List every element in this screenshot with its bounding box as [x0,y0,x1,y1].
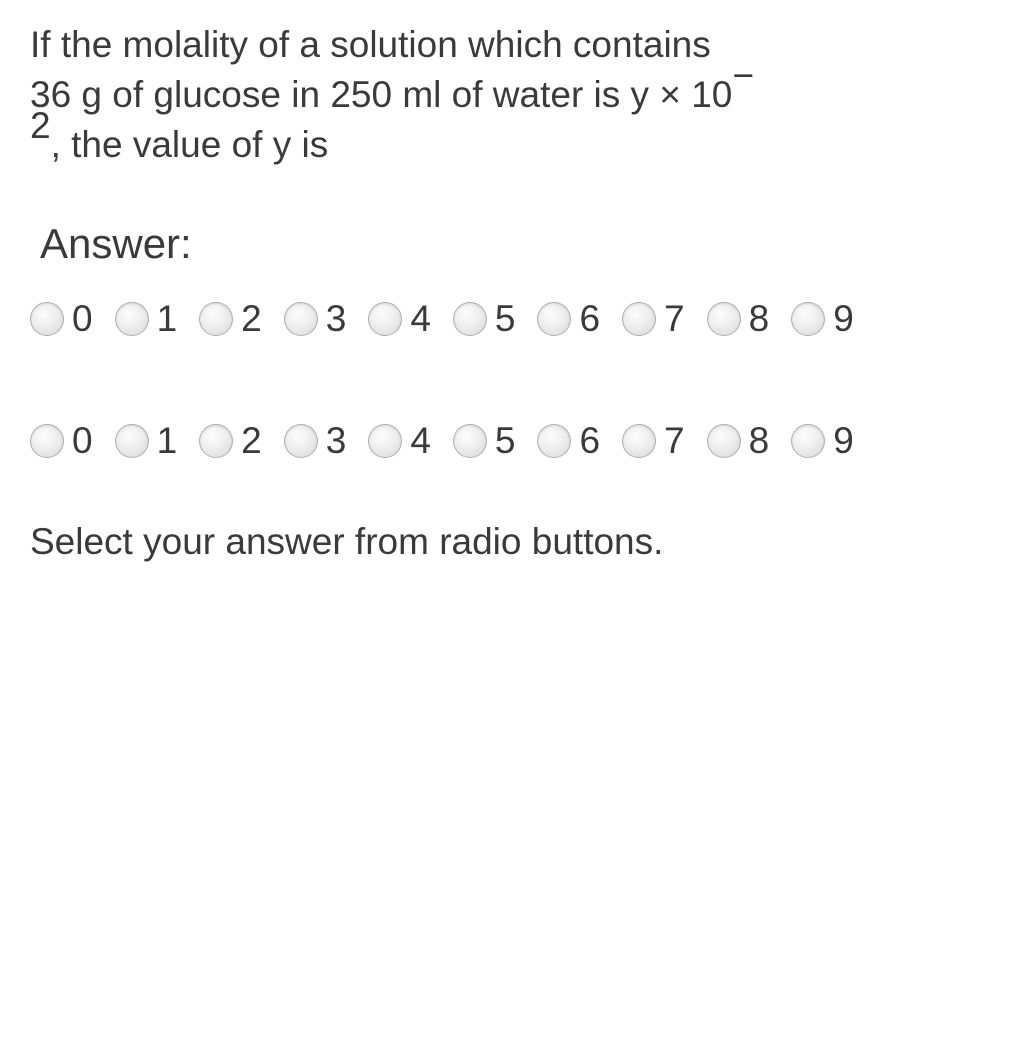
radio-group-2: 0 1 2 3 4 5 6 7 8 9 [30,420,994,482]
radio-circle-icon[interactable] [537,302,571,336]
radio-circle-icon[interactable] [453,424,487,458]
radio-label: 7 [664,298,685,340]
radio-label: 8 [749,298,770,340]
question-text: If the molality of a solution which cont… [30,20,994,170]
radio-option[interactable]: 1 [115,298,178,340]
radio-circle-icon[interactable] [284,302,318,336]
radio-option[interactable]: 7 [622,298,685,340]
radio-circle-icon[interactable] [30,424,64,458]
radio-circle-icon[interactable] [30,302,64,336]
radio-option[interactable]: 4 [368,420,431,462]
radio-option[interactable]: 8 [707,420,770,462]
radio-option[interactable]: 2 [199,298,262,340]
radio-circle-icon[interactable] [368,424,402,458]
radio-circle-icon[interactable] [199,302,233,336]
instruction-text: Select your answer from radio buttons. [30,517,994,567]
radio-label: 1 [157,420,178,462]
radio-option[interactable]: 3 [284,298,347,340]
radio-label: 6 [579,298,600,340]
radio-label: 6 [579,420,600,462]
radio-label: 9 [833,298,854,340]
radio-label: 5 [495,298,516,340]
radio-option[interactable]: 6 [537,298,600,340]
radio-circle-icon[interactable] [284,424,318,458]
radio-circle-icon[interactable] [199,424,233,458]
radio-option[interactable]: 3 [284,420,347,462]
radio-label: 8 [749,420,770,462]
radio-circle-icon[interactable] [368,302,402,336]
radio-label: 2 [241,298,262,340]
radio-option[interactable]: 7 [622,420,685,462]
radio-option[interactable]: 6 [537,420,600,462]
radio-circle-icon[interactable] [115,302,149,336]
radio-option[interactable]: 5 [453,420,516,462]
radio-label: 9 [833,420,854,462]
radio-label: 4 [410,420,431,462]
question-line3-part1: 2 [30,105,51,146]
radio-option[interactable]: 9 [791,420,854,462]
radio-circle-icon[interactable] [622,424,656,458]
question-exponent: − [732,55,754,96]
question-line3-part2: , the value of y is [51,124,329,165]
radio-option[interactable]: 5 [453,298,516,340]
radio-label: 3 [326,298,347,340]
radio-label: 4 [410,298,431,340]
question-line1: If the molality of a solution which cont… [30,24,711,65]
radio-label: 5 [495,420,516,462]
radio-circle-icon[interactable] [791,302,825,336]
radio-label: 2 [241,420,262,462]
radio-option[interactable]: 2 [199,420,262,462]
question-line2-part1: 36 g of glucose in 250 ml of water is y … [30,74,732,115]
radio-option[interactable]: 1 [115,420,178,462]
radio-label: 0 [72,420,93,462]
radio-circle-icon[interactable] [622,302,656,336]
radio-circle-icon[interactable] [115,424,149,458]
radio-option[interactable]: 8 [707,298,770,340]
radio-option[interactable]: 4 [368,298,431,340]
radio-label: 0 [72,298,93,340]
radio-label: 1 [157,298,178,340]
radio-group-1: 0 1 2 3 4 5 6 7 8 9 [30,298,994,360]
radio-circle-icon[interactable] [453,302,487,336]
answer-heading: Answer: [40,220,994,268]
radio-label: 3 [326,420,347,462]
radio-option[interactable]: 0 [30,298,93,340]
radio-circle-icon[interactable] [707,424,741,458]
radio-option[interactable]: 9 [791,298,854,340]
radio-circle-icon[interactable] [707,302,741,336]
radio-circle-icon[interactable] [791,424,825,458]
radio-circle-icon[interactable] [537,424,571,458]
radio-option[interactable]: 0 [30,420,93,462]
radio-label: 7 [664,420,685,462]
